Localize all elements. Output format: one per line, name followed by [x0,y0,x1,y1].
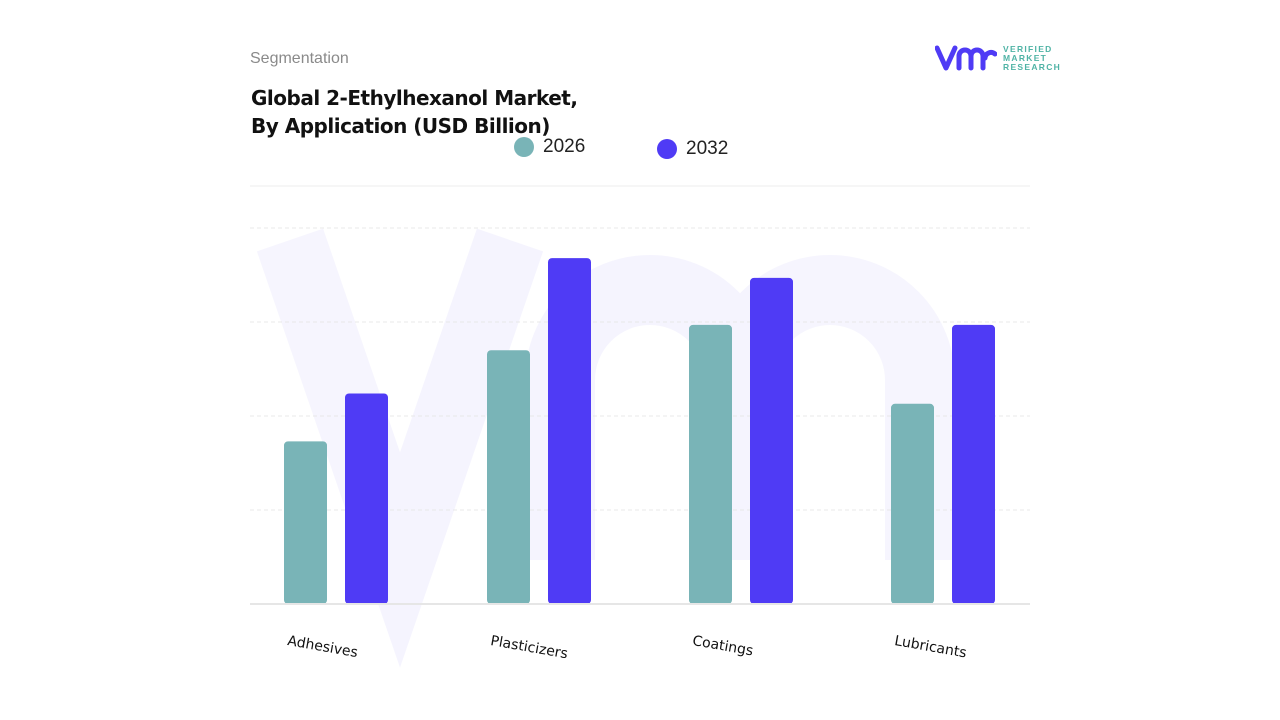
bar-adhesives-2032 [345,393,388,604]
title-line-2: By Application (USD Billion) [251,114,550,138]
legend-swatch-2026 [514,137,534,157]
legend-label-2026: 2026 [543,136,586,157]
chart-title: Global 2-Ethylhexanol Market, By Applica… [251,84,578,140]
legend-item-2026: 2026 [514,136,585,158]
bar-coatings-2032 [750,277,793,604]
bar-plasticizers-2026 [487,350,530,604]
legend-label-2032: 2032 [686,138,729,159]
legend-swatch-2032 [657,139,677,159]
logo-text-research: RESEARCH [1003,61,1062,72]
vmr-logo-mark-icon [935,45,997,71]
bar-lubricants-2032 [952,324,995,604]
bar-adhesives-2026 [284,441,327,604]
bar-plasticizers-2032 [548,258,591,604]
bar-coatings-2026 [689,324,732,604]
vmr-logo: VERIFIED MARKET RESEARCH [935,44,1061,72]
legend-item-2032: 2032 [657,138,728,160]
logo-text-market: MARKET [1003,52,1048,63]
title-line-1: Global 2-Ethylhexanol Market, [251,86,578,110]
logo-text-verified: VERIFIED [1003,43,1053,54]
segmentation-label: Segmentation [250,50,349,67]
bar-lubricants-2026 [891,403,934,604]
